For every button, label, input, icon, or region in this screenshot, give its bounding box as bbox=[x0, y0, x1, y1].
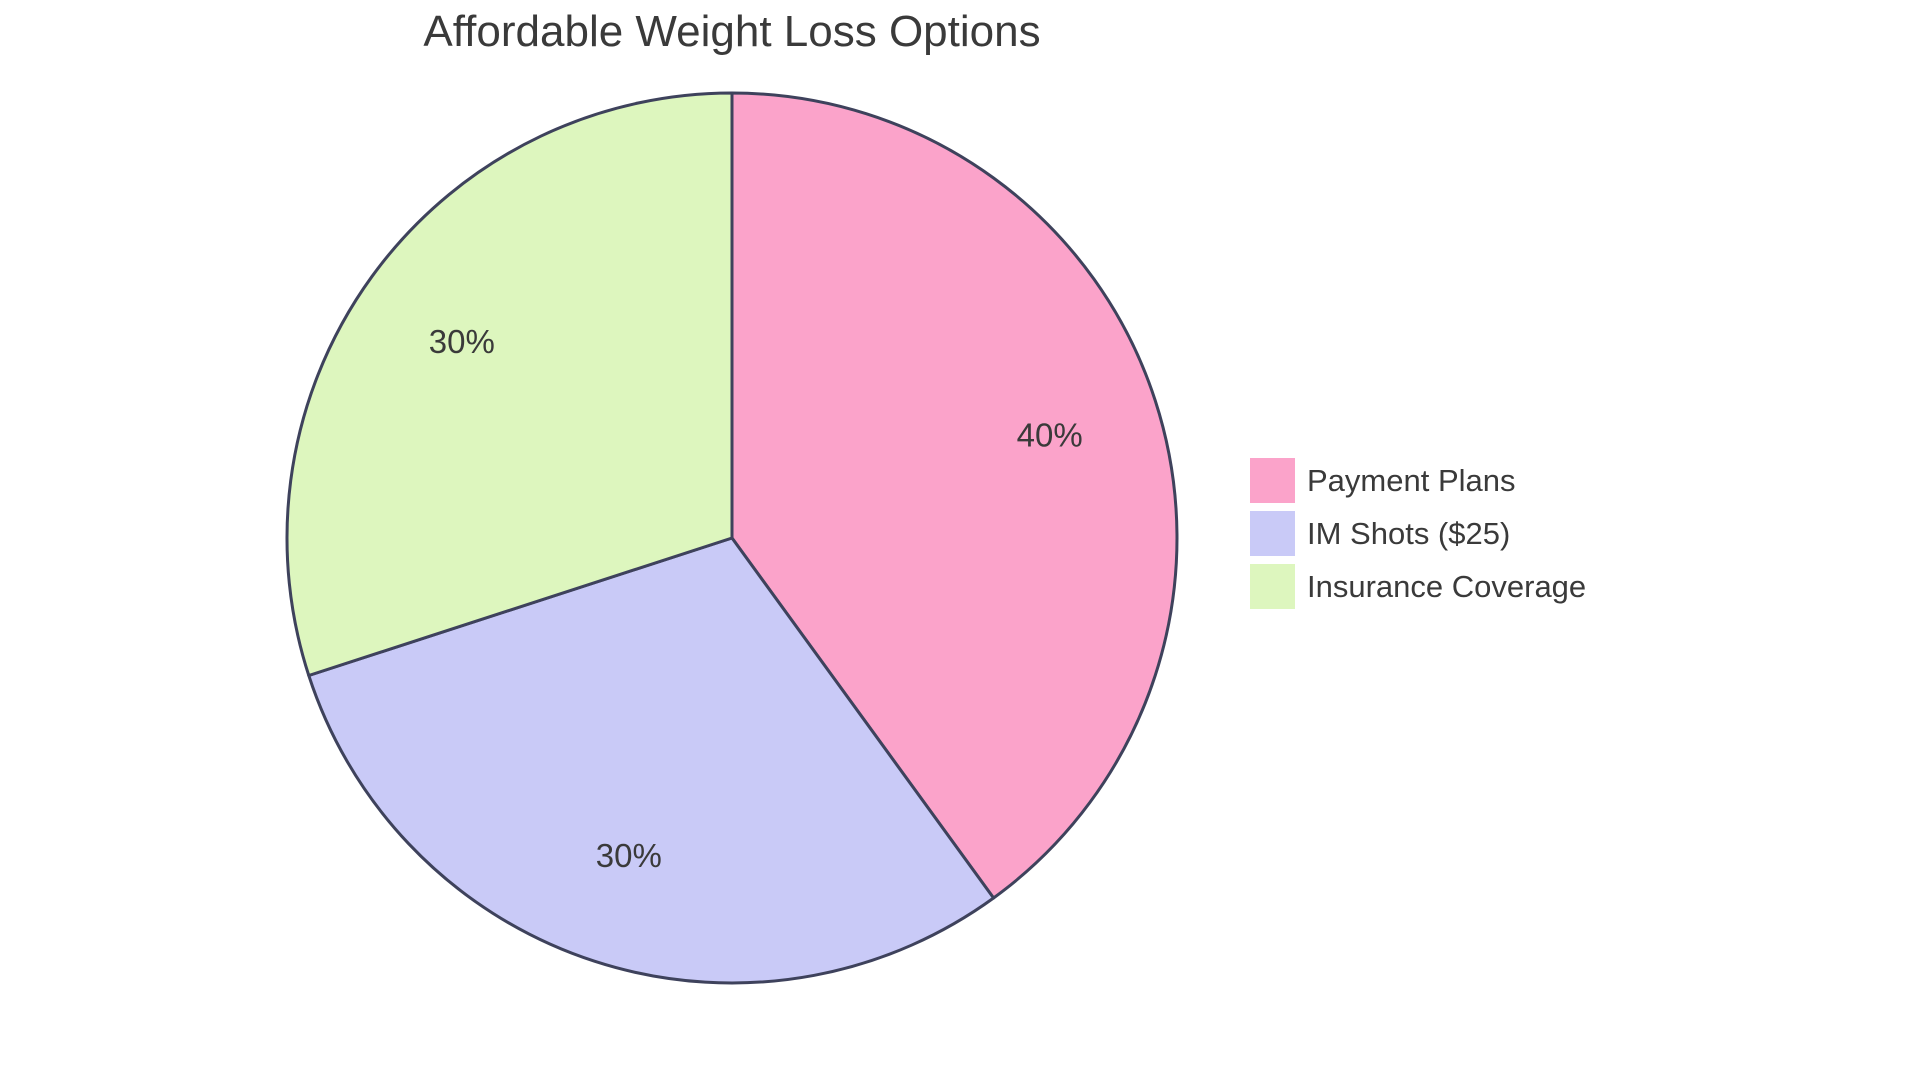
legend-label-im-shots: IM Shots ($25) bbox=[1307, 515, 1511, 551]
legend-item-im-shots: IM Shots ($25) bbox=[1250, 511, 1586, 556]
legend-label-insurance-coverage: Insurance Coverage bbox=[1307, 568, 1587, 604]
chart-legend: Payment Plans IM Shots ($25) Insurance C… bbox=[1250, 458, 1586, 609]
chart-title: Affordable Weight Loss Options bbox=[423, 7, 1041, 56]
slice-label-insurance-coverage: 30% bbox=[429, 323, 495, 360]
slice-label-im-shots-25: 30% bbox=[596, 837, 662, 874]
legend-swatch-insurance-coverage bbox=[1250, 564, 1295, 609]
pie-slice-payment-plans bbox=[730, 91, 1179, 900]
legend-item-payment-plans: Payment Plans bbox=[1250, 458, 1586, 503]
legend-swatch-im-shots bbox=[1250, 511, 1295, 556]
slice-label-payment-plans: 40% bbox=[1017, 416, 1083, 453]
pie-slice-im-shots-25 bbox=[307, 536, 996, 985]
pie-slice-insurance-coverage bbox=[285, 91, 734, 678]
legend-label-payment-plans: Payment Plans bbox=[1307, 462, 1516, 498]
legend-item-insurance-coverage: Insurance Coverage bbox=[1250, 564, 1586, 609]
legend-swatch-payment-plans bbox=[1250, 458, 1295, 503]
